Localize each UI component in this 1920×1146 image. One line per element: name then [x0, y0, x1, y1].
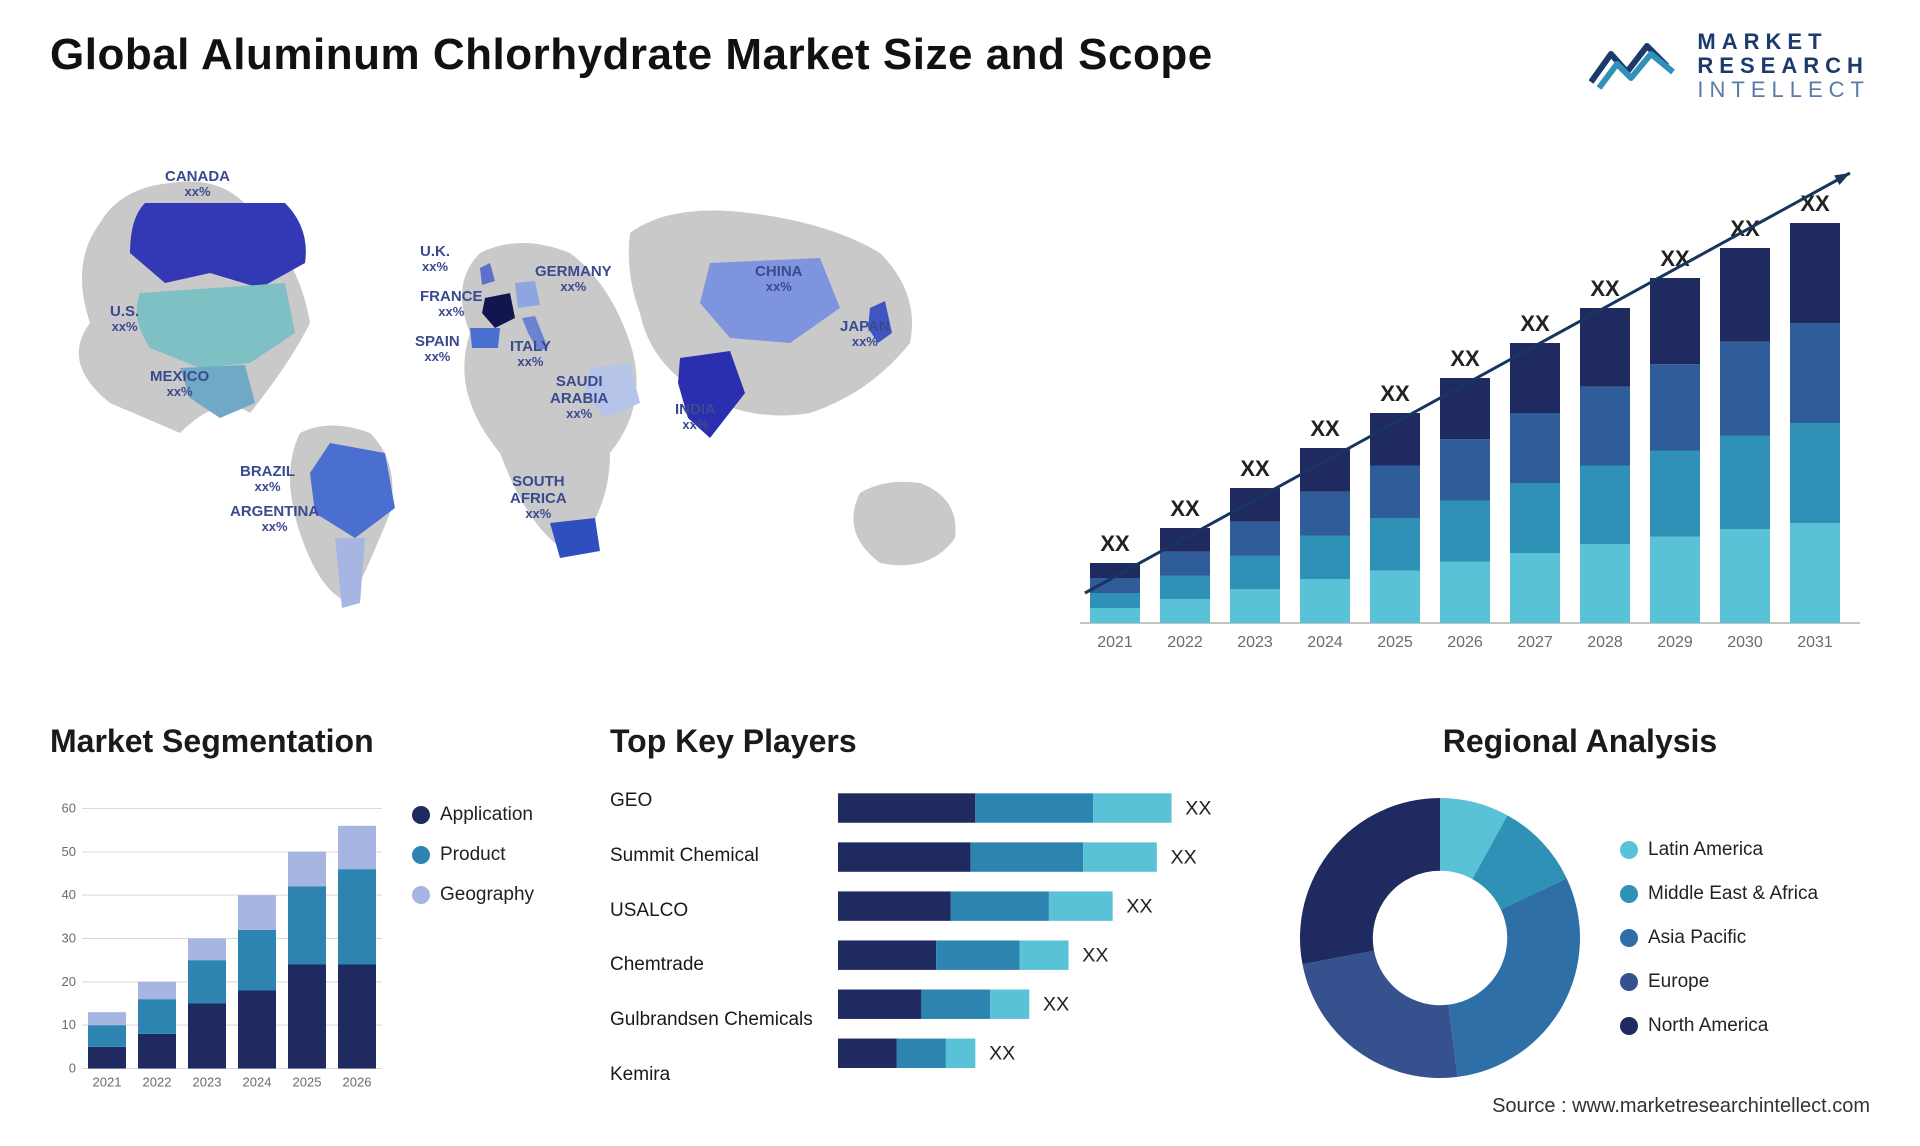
players-labels: GEO Summit Chemical USALCO Chemtrade Gulbran…	[610, 774, 820, 1103]
svg-text:2029: 2029	[1657, 634, 1693, 651]
svg-text:2021: 2021	[93, 1074, 122, 1089]
svg-text:XX: XX	[1520, 311, 1550, 336]
segmentation-title: Market Segmentation	[50, 723, 570, 760]
svg-text:XX: XX	[1310, 416, 1340, 441]
seg-legend-geography: Geography	[412, 884, 534, 906]
logo-line3: INTELLECT	[1697, 78, 1870, 102]
svg-text:XX: XX	[1800, 191, 1830, 216]
svg-text:XX: XX	[1082, 944, 1108, 966]
player-label: USALCO	[610, 900, 820, 922]
logo-line2: RESEARCH	[1697, 54, 1870, 78]
svg-text:XX: XX	[1171, 846, 1197, 868]
svg-text:2022: 2022	[143, 1074, 172, 1089]
svg-text:XX: XX	[1043, 993, 1069, 1015]
player-label: Summit Chemical	[610, 845, 820, 867]
map-label-saudi: SAUDIARABIAxx%	[550, 373, 608, 422]
map-label-france: FRANCExx%	[420, 288, 483, 320]
logo-icon	[1589, 38, 1679, 94]
svg-text:2028: 2028	[1587, 634, 1623, 651]
svg-text:2023: 2023	[1237, 634, 1273, 651]
map-label-brazil: BRAZILxx%	[240, 463, 295, 495]
regional-title: Regional Analysis	[1290, 723, 1870, 760]
player-label: Chemtrade	[610, 954, 820, 976]
region-legend-item: Europe	[1620, 971, 1818, 993]
brand-logo: MARKET RESEARCH INTELLECT	[1589, 30, 1870, 103]
market-growth-chart: 2021 XX 2022 XX 2023 XX 2024 XX 2025 XX 2026 XX 2027…	[1050, 133, 1870, 693]
svg-text:10: 10	[62, 1017, 76, 1032]
segmentation-legend: Application Product Geography	[412, 774, 534, 1103]
seg-legend-application: Application	[412, 804, 534, 826]
svg-text:2024: 2024	[243, 1074, 272, 1089]
svg-text:2025: 2025	[1377, 634, 1413, 651]
logo-line1: MARKET	[1697, 30, 1870, 54]
players-chart: XX XX XX XX XX XX	[838, 774, 1250, 1103]
svg-text:2023: 2023	[193, 1074, 222, 1089]
player-label: Gulbrandsen Chemicals	[610, 1009, 820, 1031]
map-label-southafrica: SOUTHAFRICAxx%	[510, 473, 567, 522]
page-title: Global Aluminum Chlorhydrate Market Size…	[50, 30, 1213, 80]
region-legend-item: Latin America	[1620, 839, 1818, 861]
svg-text:50: 50	[62, 843, 76, 858]
svg-text:2026: 2026	[1447, 634, 1483, 651]
svg-text:2030: 2030	[1727, 634, 1763, 651]
map-label-japan: JAPANxx%	[840, 318, 890, 350]
map-label-italy: ITALYxx%	[510, 338, 551, 370]
region-legend-item: Middle East & Africa	[1620, 883, 1818, 905]
svg-text:30: 30	[62, 930, 76, 945]
svg-text:2027: 2027	[1517, 634, 1553, 651]
svg-text:XX: XX	[989, 1042, 1015, 1064]
players-title: Top Key Players	[610, 723, 1250, 760]
svg-text:2026: 2026	[343, 1074, 372, 1089]
map-label-china: CHINAxx%	[755, 263, 803, 295]
svg-text:2025: 2025	[293, 1074, 322, 1089]
svg-text:XX: XX	[1450, 346, 1480, 371]
map-label-mexico: MEXICOxx%	[150, 368, 209, 400]
svg-text:XX: XX	[1660, 246, 1690, 271]
regional-legend: Latin America Middle East & Africa Asia Pa…	[1620, 839, 1818, 1037]
svg-text:40: 40	[62, 887, 76, 902]
player-label: Kemira	[610, 1064, 820, 1086]
svg-text:2031: 2031	[1797, 634, 1833, 651]
map-label-usa: U.S.xx%	[110, 303, 139, 335]
map-label-germany: GERMANYxx%	[535, 263, 612, 295]
svg-text:60: 60	[62, 800, 76, 815]
map-label-canada: CANADAxx%	[165, 168, 230, 200]
map-label-uk: U.K.xx%	[420, 243, 450, 275]
svg-text:XX: XX	[1100, 531, 1130, 556]
map-label-spain: SPAINxx%	[415, 333, 460, 365]
svg-text:XX: XX	[1590, 276, 1620, 301]
map-label-argentina: ARGENTINAxx%	[230, 503, 319, 535]
svg-text:20: 20	[62, 973, 76, 988]
world-map: CANADAxx% U.S.xx% MEXICOxx% BRAZILxx% ARGENT…	[50, 133, 1010, 693]
map-label-india: INDIAxx%	[675, 401, 716, 433]
svg-text:2024: 2024	[1307, 634, 1343, 651]
player-label: GEO	[610, 790, 820, 812]
segmentation-chart: 0 10 20 30 40 50 60 2021 2022 2023 2024 2025 2026	[50, 774, 390, 1103]
svg-text:XX: XX	[1240, 456, 1270, 481]
svg-text:2021: 2021	[1097, 634, 1133, 651]
svg-text:XX: XX	[1380, 381, 1410, 406]
seg-legend-product: Product	[412, 844, 534, 866]
svg-text:XX: XX	[1170, 496, 1200, 521]
svg-text:XX: XX	[1185, 797, 1211, 819]
svg-text:2022: 2022	[1167, 634, 1203, 651]
region-legend-item: Asia Pacific	[1620, 927, 1818, 949]
region-legend-item: North America	[1620, 1015, 1818, 1037]
source-attribution: Source : www.marketresearchintellect.com	[1492, 1095, 1870, 1118]
svg-text:XX: XX	[1126, 895, 1152, 917]
svg-text:0: 0	[69, 1060, 76, 1075]
regional-donut	[1290, 788, 1590, 1088]
